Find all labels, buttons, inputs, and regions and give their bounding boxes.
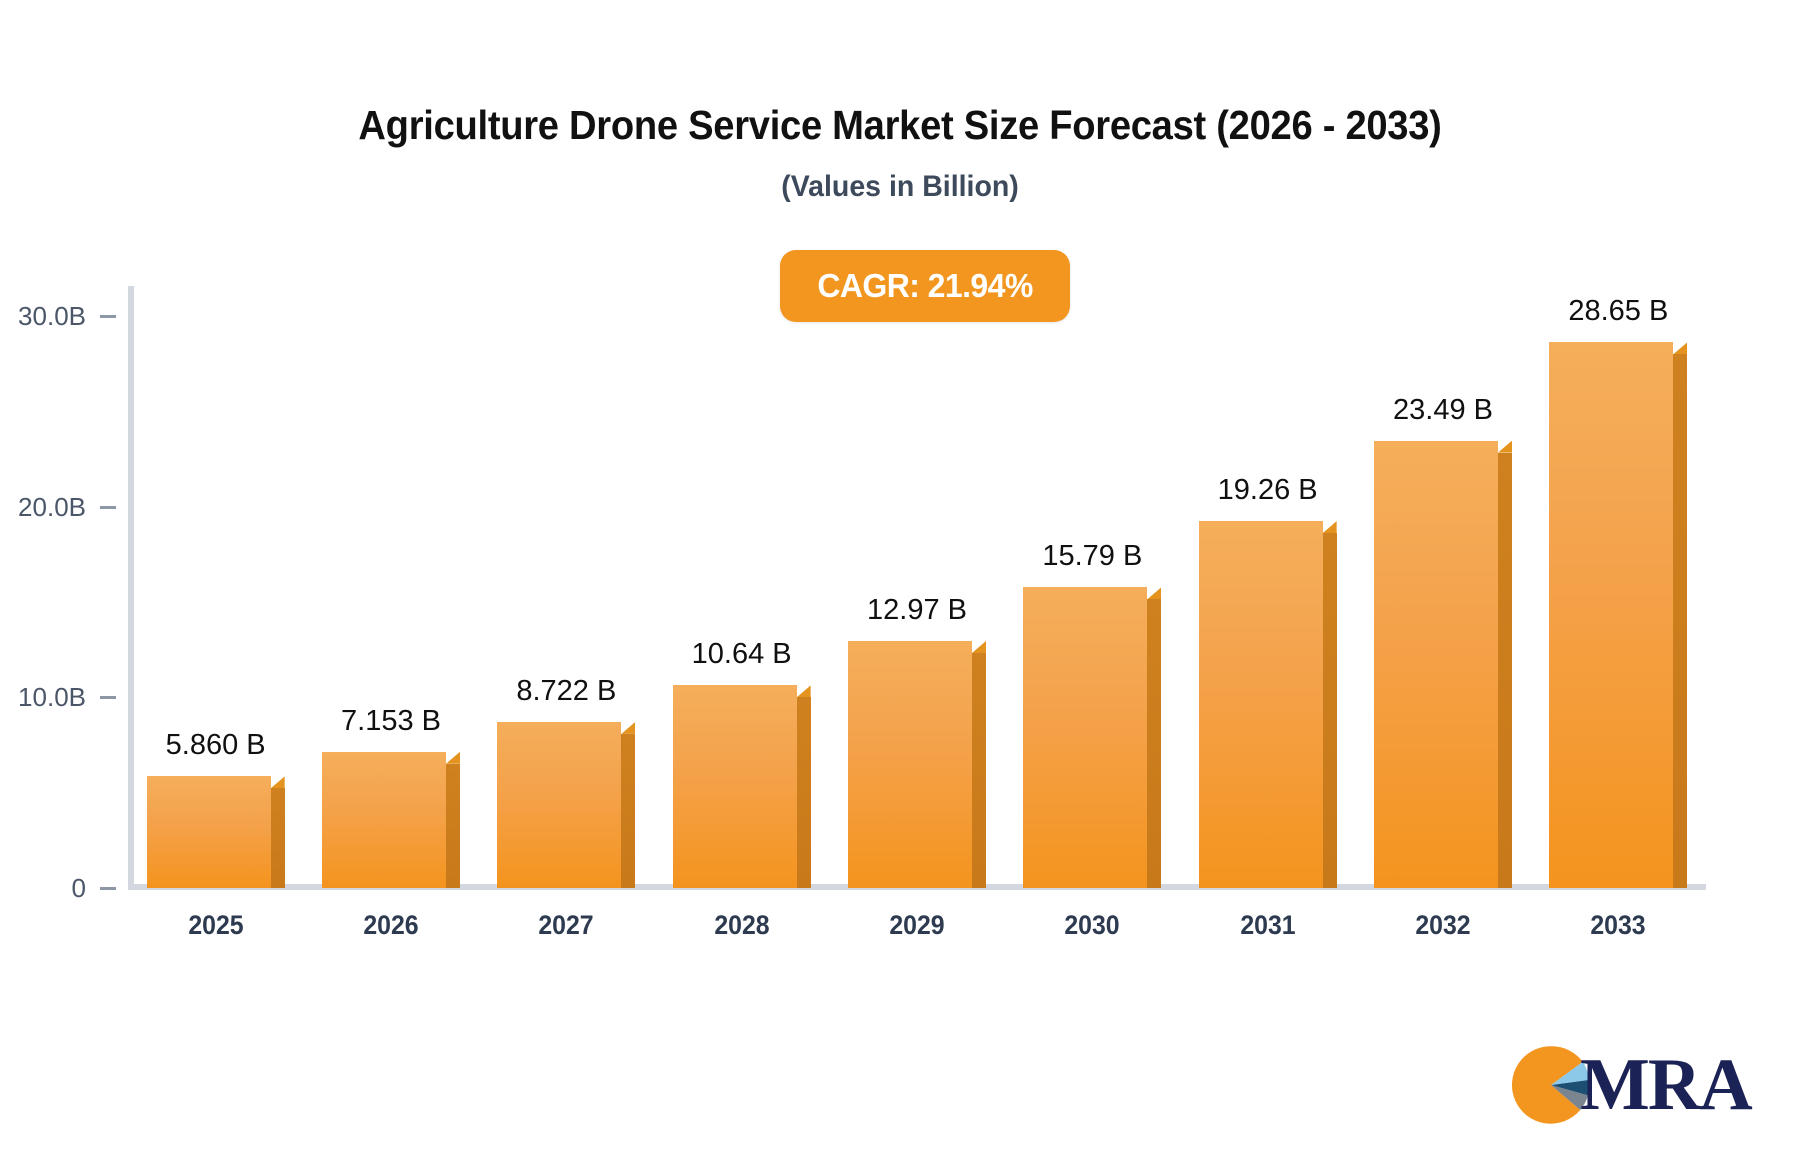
- bar-shape: [1198, 521, 1337, 888]
- x-axis-tick-label: 2026: [363, 910, 419, 940]
- bar-value-label: 10.64 B: [691, 638, 792, 671]
- bar-column[interactable]: 8.722 B 2027: [497, 675, 636, 940]
- plot-area: 5.860 B 2025 7.153 B 2026 8.722 B 2027 10.64 B…: [128, 288, 1706, 940]
- bar-shape: [1549, 342, 1688, 888]
- bar-side-face: [1322, 533, 1337, 888]
- cagr-badge-label: CAGR: 21.94%: [817, 267, 1033, 304]
- bar-column[interactable]: 7.153 B 2026: [322, 705, 460, 940]
- bar-side-face: [270, 788, 285, 888]
- y-axis-tick-dash: [100, 505, 116, 509]
- y-axis-tick-dash: [100, 886, 116, 890]
- x-axis-tick-label: 2031: [1240, 910, 1296, 940]
- bar-column[interactable]: 28.65 B 2033: [1549, 295, 1688, 940]
- bar-side-face: [621, 733, 636, 888]
- bar-value-label: 12.97 B: [867, 593, 967, 626]
- bar-front-face: [1374, 440, 1498, 888]
- logo-text: MRA: [1580, 1044, 1753, 1126]
- bar-side-face: [1498, 452, 1512, 888]
- bar-value-label: 15.79 B: [1042, 540, 1143, 573]
- bar-top-face: [446, 751, 460, 764]
- bar-value-label: 5.860 B: [165, 729, 266, 762]
- bar-value-label: 8.722 B: [516, 674, 617, 707]
- bar-front-face: [672, 685, 797, 888]
- bar-shape: [322, 751, 460, 888]
- y-axis-tick-dash: [100, 696, 116, 700]
- bar-top-face: [270, 776, 285, 789]
- brand-logo: MRA: [1508, 1042, 1753, 1128]
- bar-front-face: [1549, 342, 1674, 888]
- bar-top-face: [1673, 342, 1688, 355]
- bar-column[interactable]: 15.79 B 2030: [1023, 540, 1162, 940]
- x-axis-tick-label: 2028: [714, 910, 770, 940]
- bar-shape: [146, 776, 285, 888]
- bar-front-face: [497, 721, 622, 888]
- bar-side-face: [1673, 354, 1688, 888]
- x-axis-tick-label: 2032: [1415, 910, 1471, 940]
- x-axis-tick-label: 2030: [1064, 910, 1120, 940]
- y-axis-tick-label: 20.0B: [18, 491, 86, 522]
- y-axis-tick-label: 30.0B: [18, 301, 86, 332]
- y-axis-tick-dash: [100, 315, 116, 319]
- bar-column[interactable]: 12.97 B 2029: [848, 594, 986, 940]
- bar-top-face: [972, 640, 986, 653]
- bar-column[interactable]: 19.26 B 2031: [1198, 474, 1337, 940]
- bar-column[interactable]: 23.49 B 2032: [1374, 394, 1512, 940]
- bar-column[interactable]: 10.64 B 2028: [672, 638, 811, 940]
- bar-front-face: [848, 640, 972, 888]
- bar-side-face: [796, 697, 811, 888]
- y-axis-tick-label: 10.0B: [18, 682, 86, 713]
- x-axis-tick-label: 2025: [188, 910, 244, 940]
- y-axis-line: [128, 286, 134, 890]
- bar-side-face: [972, 652, 986, 888]
- bar-value-label: 7.153 B: [341, 704, 441, 737]
- bar-side-face: [446, 763, 460, 888]
- bar-front-face: [322, 751, 446, 888]
- x-axis-tick-label: 2033: [1590, 910, 1646, 940]
- bar-front-face: [146, 776, 271, 888]
- bar-top-face: [621, 721, 636, 734]
- y-axis-tick-label: 0: [71, 872, 86, 903]
- bar-column[interactable]: 5.860 B 2025: [146, 729, 285, 940]
- bar-top-face: [796, 685, 811, 698]
- bar-shape: [1374, 440, 1512, 888]
- page-title: Agriculture Drone Service Market Size Fo…: [358, 102, 1442, 148]
- bar-front-face: [1198, 521, 1323, 888]
- bar-shape: [848, 640, 986, 888]
- bar-value-label: 28.65 B: [1568, 295, 1669, 328]
- bar-shape: [497, 721, 636, 888]
- bar-side-face: [1147, 599, 1162, 888]
- bar-top-face: [1498, 440, 1512, 453]
- page-subtitle: (Values in Billion): [781, 170, 1019, 203]
- pie-chart-icon: [1511, 1046, 1590, 1124]
- bar-shape: [1023, 587, 1162, 888]
- x-axis-tick-label: 2027: [538, 910, 594, 940]
- cagr-badge: CAGR: 21.94%: [780, 250, 1070, 322]
- bar-value-label: 19.26 B: [1217, 474, 1318, 507]
- bar-front-face: [1023, 587, 1148, 888]
- bar-value-label: 23.49 B: [1393, 393, 1493, 426]
- bar-shape: [672, 685, 811, 888]
- bar-top-face: [1147, 587, 1162, 600]
- x-axis-tick-label: 2029: [889, 910, 945, 940]
- bar-top-face: [1322, 521, 1337, 534]
